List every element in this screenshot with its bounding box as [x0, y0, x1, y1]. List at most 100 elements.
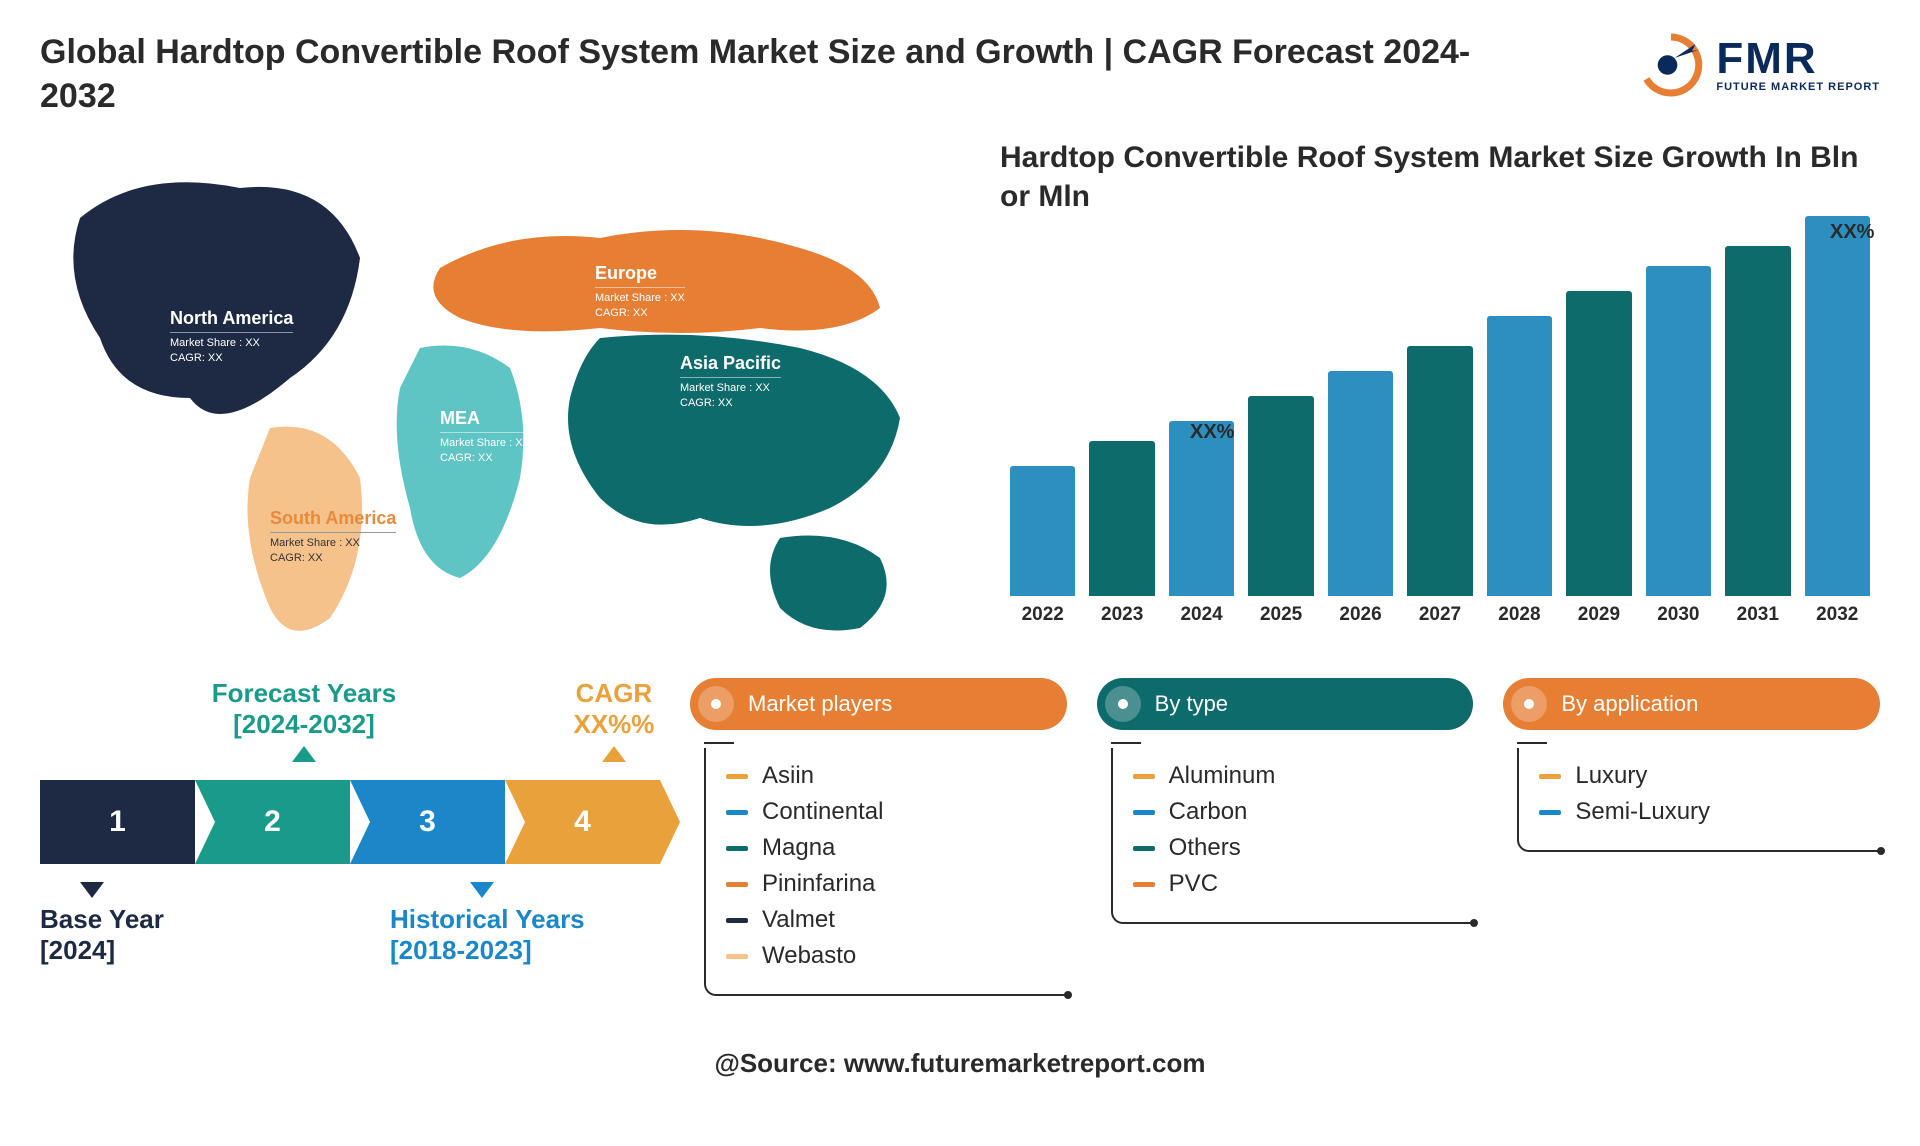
region-label-europe: EuropeMarket Share : XXCAGR: XX — [595, 263, 685, 320]
cagr-label: CAGR XX%% — [573, 678, 654, 768]
triangle-up-icon — [602, 746, 626, 762]
segment-header: Market players — [690, 678, 1067, 730]
logo-icon — [1636, 30, 1706, 100]
dash-icon — [1539, 774, 1561, 779]
dash-icon — [726, 954, 748, 959]
dash-icon — [726, 810, 748, 815]
source-line: @Source: www.futuremarketreport.com — [40, 1048, 1880, 1079]
lower-row: Forecast Years [2024-2032] CAGR XX%% 123… — [40, 678, 1880, 1018]
logo: FMR FUTURE MARKET REPORT — [1636, 30, 1880, 100]
bar-chart: Hardtop Convertible Roof System Market S… — [980, 138, 1880, 658]
bar — [1487, 316, 1552, 596]
bar-col: 2023 — [1089, 441, 1154, 626]
segment-item: Webasto — [726, 938, 1047, 974]
dash-icon — [726, 918, 748, 923]
page-title: Global Hardtop Convertible Roof System M… — [40, 30, 1540, 118]
dot-icon — [1511, 686, 1547, 722]
segment-list: AsiinContinentalMagnaPininfarinaValmetWe… — [704, 748, 1067, 996]
segment-item: Others — [1133, 830, 1454, 866]
segment-item: Aluminum — [1133, 758, 1454, 794]
segments: Market players AsiinContinentalMagnaPinin… — [690, 678, 1880, 996]
world-map: North AmericaMarket Share : XXCAGR: XX So… — [40, 138, 960, 658]
triangle-down-icon — [80, 882, 104, 898]
timeline-step: 2 — [195, 780, 350, 864]
bar — [1248, 396, 1313, 596]
bar-callout: XX% — [1190, 421, 1234, 444]
bars-container: XX%XX%2022202320242025202620272028202920… — [1000, 226, 1880, 626]
dash-icon — [1133, 882, 1155, 887]
bar-year-label: 2024 — [1180, 604, 1222, 626]
bar — [1089, 441, 1154, 596]
bar — [1725, 246, 1790, 596]
region-label-mea: MEAMarket Share : XXCAGR: XX — [440, 408, 530, 465]
dash-icon — [1133, 774, 1155, 779]
segment-item: Pininfarina — [726, 866, 1047, 902]
bar-col: 2032 — [1805, 216, 1870, 626]
segment-item: Luxury — [1539, 758, 1860, 794]
bar-callout: XX% — [1830, 221, 1874, 244]
bar-col: 2028 — [1487, 316, 1552, 626]
bar-year-label: 2027 — [1419, 604, 1461, 626]
upper-row: North AmericaMarket Share : XXCAGR: XX So… — [40, 138, 1880, 658]
segment-list: LuxurySemi-Luxury — [1517, 748, 1880, 852]
bar-year-label: 2028 — [1498, 604, 1540, 626]
bar-year-label: 2026 — [1339, 604, 1381, 626]
bar-col: 2025 — [1248, 396, 1313, 626]
timeline-step: 4 — [505, 780, 660, 864]
bar-col: 2024 — [1169, 421, 1234, 626]
triangle-down-icon — [470, 882, 494, 898]
timeline-steps: 1234 — [40, 780, 660, 864]
segment-item: Continental — [726, 794, 1047, 830]
dash-icon — [726, 774, 748, 779]
logo-sub: FUTURE MARKET REPORT — [1716, 81, 1880, 93]
region-label-north-america: North AmericaMarket Share : XXCAGR: XX — [170, 308, 293, 365]
bar-year-label: 2022 — [1022, 604, 1064, 626]
bar-year-label: 2029 — [1578, 604, 1620, 626]
bar — [1566, 291, 1631, 596]
bar-year-label: 2025 — [1260, 604, 1302, 626]
bar — [1805, 216, 1870, 596]
segment-item: Carbon — [1133, 794, 1454, 830]
dot-icon — [698, 686, 734, 722]
base-year-label: Base Year [2024] — [40, 876, 350, 966]
dash-icon — [726, 846, 748, 851]
bar — [1407, 346, 1472, 596]
segment-market-players: Market players AsiinContinentalMagnaPinin… — [690, 678, 1067, 996]
segment-item: Magna — [726, 830, 1047, 866]
header: Global Hardtop Convertible Roof System M… — [40, 30, 1880, 118]
logo-text: FMR FUTURE MARKET REPORT — [1716, 37, 1880, 93]
segment-item: Asiin — [726, 758, 1047, 794]
bar — [1646, 266, 1711, 596]
dash-icon — [726, 882, 748, 887]
bar-year-label: 2032 — [1816, 604, 1858, 626]
segment-list: AluminumCarbonOthersPVC — [1111, 748, 1474, 924]
bar-year-label: 2031 — [1737, 604, 1779, 626]
segment-header: By type — [1097, 678, 1474, 730]
bar-col: 2022 — [1010, 466, 1075, 626]
dash-icon — [1133, 846, 1155, 851]
segment-item: Semi-Luxury — [1539, 794, 1860, 830]
segment-item: PVC — [1133, 866, 1454, 902]
bar-year-label: 2030 — [1657, 604, 1699, 626]
region-label-south-america: South AmericaMarket Share : XXCAGR: XX — [270, 508, 396, 565]
timeline-step: 1 — [40, 780, 195, 864]
timeline-step: 3 — [350, 780, 505, 864]
bar-col: 2029 — [1566, 291, 1631, 626]
bar — [1169, 421, 1234, 596]
bar-year-label: 2023 — [1101, 604, 1143, 626]
segment-by-application: By application LuxurySemi-Luxury — [1503, 678, 1880, 996]
bar — [1010, 466, 1075, 596]
region-label-asia-pacific: Asia PacificMarket Share : XXCAGR: XX — [680, 353, 781, 410]
segment-by-type: By type AluminumCarbonOthersPVC — [1097, 678, 1474, 996]
timeline: Forecast Years [2024-2032] CAGR XX%% 123… — [40, 678, 660, 1018]
bar-col: 2026 — [1328, 371, 1393, 626]
forecast-label: Forecast Years [2024-2032] — [212, 678, 397, 768]
bar-col: 2027 — [1407, 346, 1472, 626]
dash-icon — [1133, 810, 1155, 815]
dot-icon — [1105, 686, 1141, 722]
dash-icon — [1539, 810, 1561, 815]
logo-fmr: FMR — [1716, 37, 1880, 81]
segment-item: Valmet — [726, 902, 1047, 938]
segment-header: By application — [1503, 678, 1880, 730]
historical-label: Historical Years [2018-2023] — [350, 876, 660, 966]
